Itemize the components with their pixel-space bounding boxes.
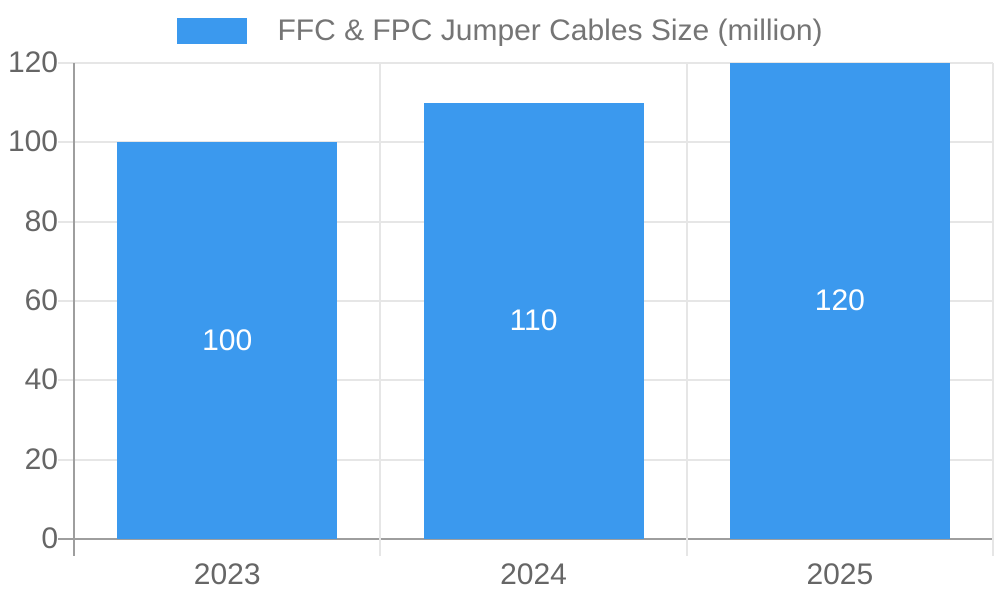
bar-value-label: 120 [814, 284, 865, 317]
x-axis-tick-label: 2023 [193, 558, 261, 591]
bar-2023[interactable]: 100 [117, 142, 338, 539]
legend-swatch [177, 18, 248, 44]
bar-2025[interactable]: 120 [729, 63, 950, 539]
bar-value-label: 100 [202, 323, 253, 357]
y-gridline [58, 62, 993, 64]
x-gridline [992, 63, 994, 556]
legend-label: FFC & FPC Jumper Cables Size (million) [277, 14, 823, 47]
y-axis-line [73, 63, 75, 556]
y-axis-tick-label: 120 [7, 46, 58, 79]
chart-legend[interactable]: FFC & FPC Jumper Cables Size (million) [0, 15, 1000, 47]
y-axis-tick-label: 80 [24, 204, 58, 238]
x-axis-tick-label: 2025 [806, 558, 874, 591]
y-axis-tick-label: 20 [24, 442, 58, 476]
y-axis-tick-label: 40 [24, 363, 58, 397]
bar-2024[interactable]: 110 [423, 102, 644, 539]
y-axis-tick-label: 100 [7, 125, 58, 159]
bar-value-label: 110 [509, 303, 558, 337]
x-gridline [685, 63, 688, 556]
x-axis-tick-label: 2024 [500, 558, 567, 591]
x-gridline [379, 63, 382, 556]
y-axis-tick-label: 0 [41, 522, 58, 555]
y-axis-tick-label: 60 [24, 284, 58, 317]
x-axis-baseline [58, 538, 993, 540]
